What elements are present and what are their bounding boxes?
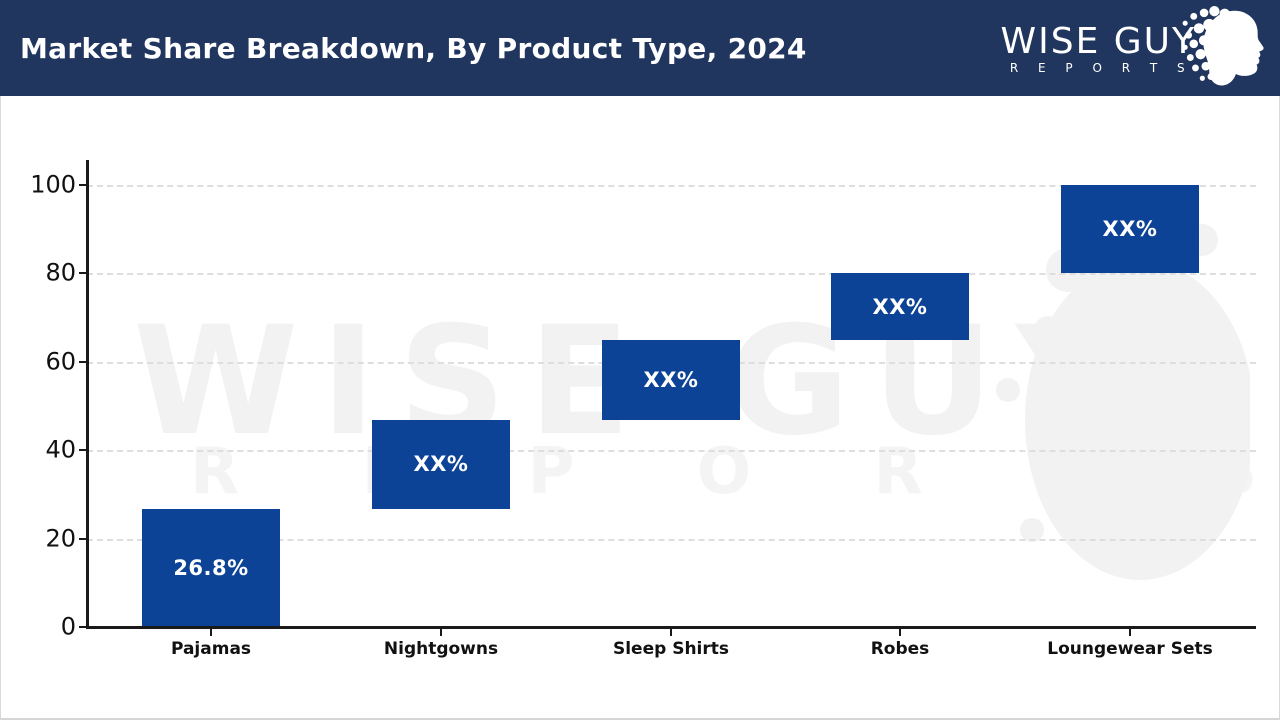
wise-guy-face-icon xyxy=(1182,6,1264,86)
x-axis-label-sleep-shirts: Sleep Shirts xyxy=(612,639,730,659)
gridline xyxy=(87,450,1256,453)
y-tick-label: 40 xyxy=(45,435,76,464)
x-axis-label-pajamas: Pajamas xyxy=(170,639,252,659)
y-tick-mark xyxy=(79,272,87,275)
header: Market Share Breakdown, By Product Type,… xyxy=(0,0,1280,96)
y-tick-label: 20 xyxy=(45,524,76,553)
logo: WISE GUY R E P O R T S xyxy=(1001,6,1267,92)
bar-value-label: XX% xyxy=(872,294,928,319)
y-tick-mark xyxy=(79,626,87,628)
gridline xyxy=(87,185,1256,187)
x-tick-mark xyxy=(210,629,212,636)
bar-nightgowns: XX% xyxy=(372,420,510,509)
y-tick-label: 100 xyxy=(30,170,76,199)
logo-subtitle: R E P O R T S xyxy=(1009,61,1193,76)
x-axis-label-robes: Robes xyxy=(870,639,930,659)
gridline xyxy=(87,538,1256,541)
x-tick-mark xyxy=(440,629,442,636)
bar-value-label: 26.8% xyxy=(173,555,249,580)
bar-robes: XX% xyxy=(831,273,969,340)
logo-text: WISE GUY R E P O R T S xyxy=(1000,20,1197,76)
y-tick-mark xyxy=(79,184,87,186)
y-axis-line xyxy=(86,160,89,629)
y-tick-label: 80 xyxy=(45,258,76,287)
gridline xyxy=(87,273,1256,276)
x-tick-mark xyxy=(670,629,672,636)
x-axis-label-loungewear-sets: Loungewear Sets xyxy=(1047,639,1213,659)
bar-value-label: XX% xyxy=(1102,217,1158,242)
y-tick-label: 0 xyxy=(60,612,76,641)
page-title: Market Share Breakdown, By Product Type,… xyxy=(20,31,807,65)
x-tick-mark xyxy=(1129,629,1131,636)
logo-wordmark: WISE GUY xyxy=(1000,20,1196,62)
y-tick-mark xyxy=(79,449,87,452)
y-tick-label: 60 xyxy=(45,347,76,376)
y-tick-mark xyxy=(79,360,87,363)
bar-sleep-shirts: XX% xyxy=(602,339,740,421)
x-axis-line xyxy=(86,626,1256,629)
y-tick-mark xyxy=(79,537,87,540)
bar-value-label: XX% xyxy=(413,452,469,477)
bar-pajamas: 26.8% xyxy=(142,508,280,627)
bar-loungewear-sets: XX% xyxy=(1061,185,1199,274)
bar-value-label: XX% xyxy=(643,367,699,392)
x-axis-label-nightgowns: Nightgowns xyxy=(383,639,499,659)
watermark-face-icon xyxy=(996,188,1250,580)
x-tick-mark xyxy=(899,629,901,636)
